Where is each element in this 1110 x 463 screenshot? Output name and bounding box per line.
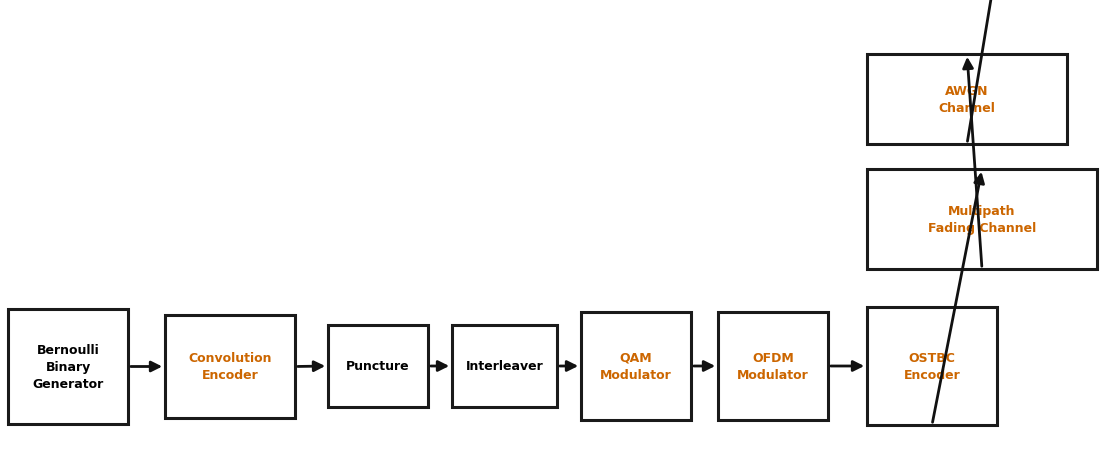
Bar bbox=[327, 325, 428, 407]
Text: Multipath
Fading Channel: Multipath Fading Channel bbox=[928, 205, 1036, 234]
Bar bbox=[8, 309, 128, 424]
Bar bbox=[867, 55, 1067, 144]
Text: QAM
Modulator: QAM Modulator bbox=[601, 351, 672, 381]
Text: Bernoulli
Binary
Generator: Bernoulli Binary Generator bbox=[32, 343, 103, 390]
Bar bbox=[867, 169, 1097, 269]
Text: Interleaver: Interleaver bbox=[465, 360, 544, 373]
Text: Convolution
Encoder: Convolution Encoder bbox=[189, 352, 272, 382]
Bar bbox=[581, 313, 692, 420]
Text: OSTBC
Encoder: OSTBC Encoder bbox=[904, 351, 960, 381]
Bar bbox=[867, 307, 997, 425]
Bar bbox=[718, 313, 828, 420]
Bar bbox=[165, 315, 295, 418]
Text: AWGN
Channel: AWGN Channel bbox=[939, 85, 996, 115]
Text: OFDM
Modulator: OFDM Modulator bbox=[737, 351, 809, 381]
Bar bbox=[452, 325, 557, 407]
Text: Puncture: Puncture bbox=[346, 360, 410, 373]
